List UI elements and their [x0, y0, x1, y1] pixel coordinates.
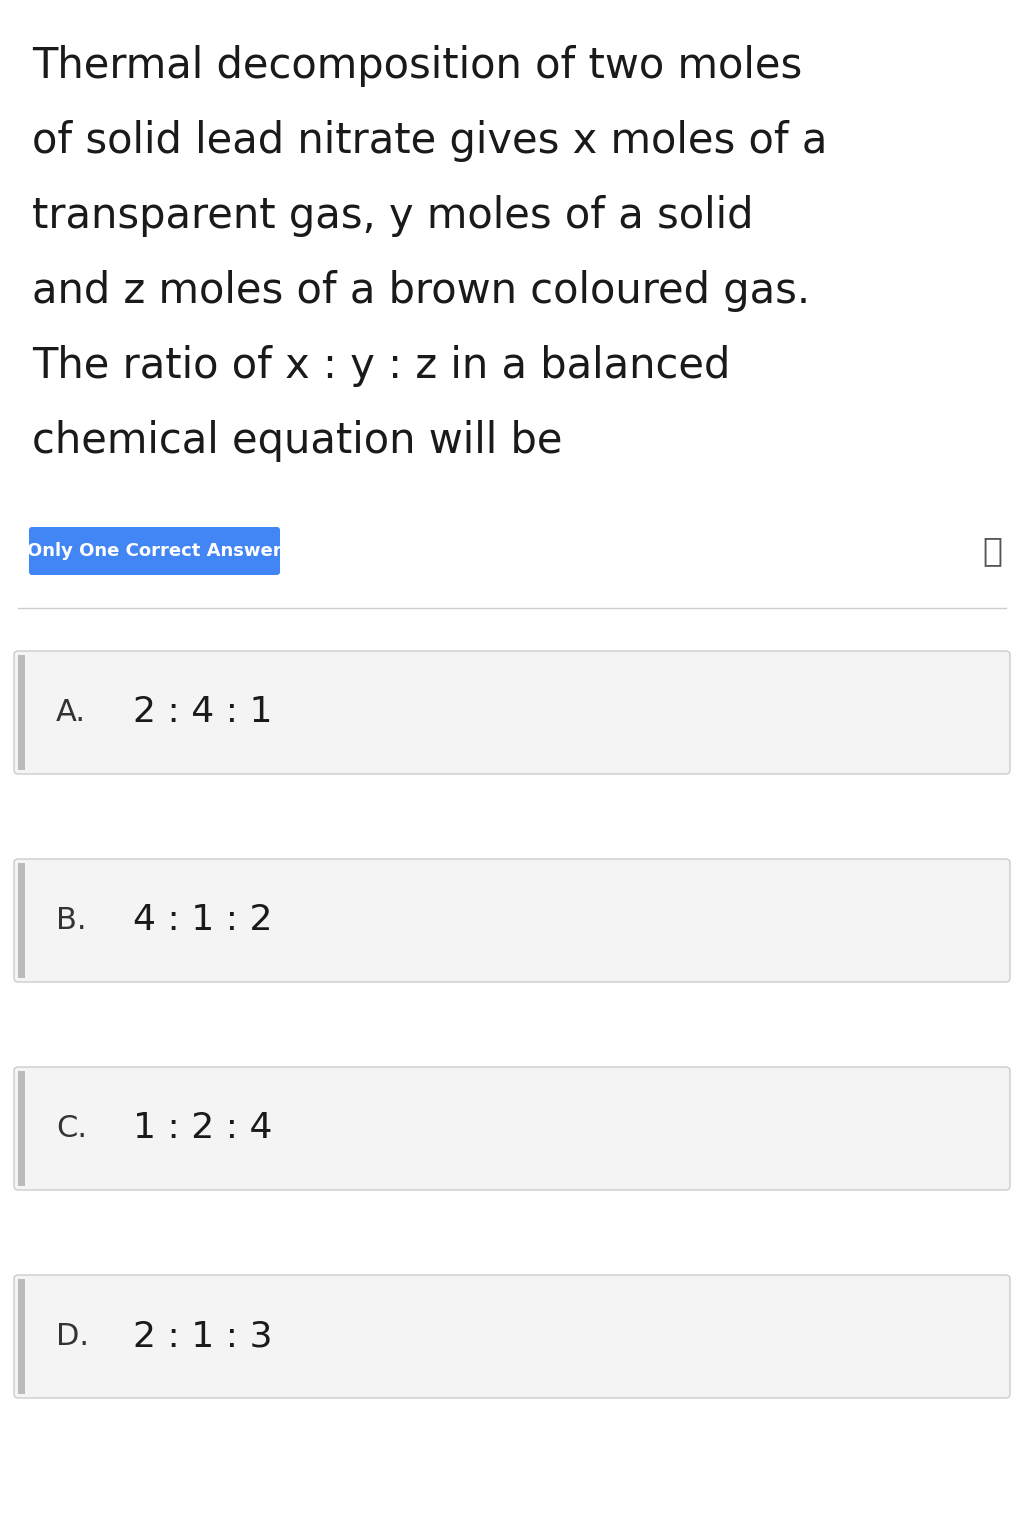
Bar	[18, 863, 25, 978]
Text: 2 : 4 : 1: 2 : 4 : 1	[133, 696, 272, 730]
Bar	[18, 1071, 25, 1186]
Text: and z moles of a brown coloured gas.: and z moles of a brown coloured gas.	[32, 270, 810, 312]
Text: transparent gas, y moles of a solid: transparent gas, y moles of a solid	[32, 195, 754, 237]
Text: C.: C.	[56, 1114, 87, 1143]
Text: 2 : 1 : 3: 2 : 1 : 3	[133, 1319, 272, 1353]
Text: 4 : 1 : 2: 4 : 1 : 2	[133, 903, 272, 937]
Text: ⓘ: ⓘ	[982, 535, 1002, 567]
FancyBboxPatch shape	[14, 1068, 1010, 1190]
Text: A.: A.	[56, 697, 86, 727]
Text: The ratio of x : y : z in a balanced: The ratio of x : y : z in a balanced	[32, 346, 730, 387]
Bar	[18, 654, 25, 770]
Text: B.: B.	[56, 906, 86, 935]
Text: of solid lead nitrate gives x moles of a: of solid lead nitrate gives x moles of a	[32, 120, 827, 161]
Text: D.: D.	[56, 1322, 89, 1352]
Text: chemical equation will be: chemical equation will be	[32, 419, 562, 462]
FancyBboxPatch shape	[14, 1275, 1010, 1398]
FancyBboxPatch shape	[14, 651, 1010, 774]
Text: Thermal decomposition of two moles: Thermal decomposition of two moles	[32, 45, 802, 88]
Text: Only One Correct Answer: Only One Correct Answer	[28, 542, 282, 561]
Text: 1 : 2 : 4: 1 : 2 : 4	[133, 1112, 272, 1146]
Bar	[18, 1279, 25, 1395]
FancyBboxPatch shape	[14, 859, 1010, 982]
FancyBboxPatch shape	[29, 527, 280, 574]
